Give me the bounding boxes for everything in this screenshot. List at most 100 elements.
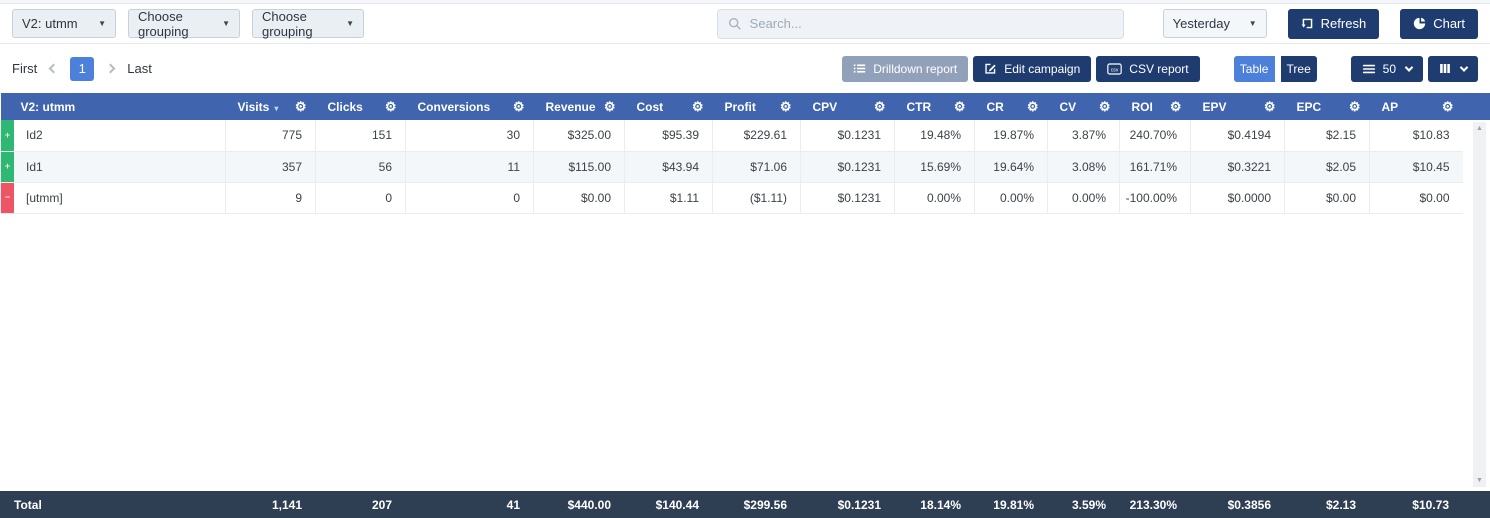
gear-icon[interactable]: ⚙ [691,99,704,114]
column-header-cr[interactable]: CR ⚙ [974,93,1048,120]
hamburger-icon [1362,62,1376,76]
total-cell-epc: $2.13 [1284,491,1369,518]
gear-icon[interactable]: ⚙ [294,99,307,114]
table-row[interactable]: − [utmm] 9 0 0 $0.00 $1.11 ($1.11) $0.1231 0.00% 0… [0,182,1490,214]
column-header-conversions[interactable]: Conversions ⚙ [405,93,534,120]
column-header-cpv[interactable]: CPV ⚙ [800,93,895,120]
table-row[interactable]: + Id1 357 56 11 $115.00 $43.94 $71.06 $0.1231 15.… [0,151,1490,183]
gear-icon[interactable]: ⚙ [512,99,525,114]
gear-icon[interactable]: ⚙ [1441,99,1454,114]
gear-icon[interactable]: ⚙ [1098,99,1111,114]
cell-profit: $71.06 [712,151,801,183]
column-header-visits[interactable]: Visits ▾ ⚙ [225,93,316,120]
total-cell-cr: 19.81% [974,491,1047,518]
row-name-cell[interactable]: + Id1 [0,151,226,183]
cell-cr: 19.64% [974,151,1048,183]
pagination-first[interactable]: First [12,61,38,76]
list-icon [853,62,866,75]
pagination-next-icon[interactable] [105,63,116,74]
gear-icon[interactable]: ⚙ [603,99,616,114]
chevron-down-icon: ▼ [98,19,106,28]
column-label: ROI [1131,99,1153,114]
total-cell-roi: 213.30% [1119,491,1190,518]
pagination-current-page[interactable]: 1 [70,56,95,81]
date-range-dropdown[interactable]: Yesterday ▼ [1162,9,1267,38]
cell-epv: $0.4194 [1190,120,1285,152]
refresh-button[interactable]: Refresh [1287,8,1380,39]
drilldown-report-button[interactable]: Drilldown report [842,55,969,82]
column-header-clicks[interactable]: Clicks ⚙ [315,93,406,120]
total-cell-cost: $140.44 [624,491,712,518]
column-label: CTR [906,99,932,114]
total-row: Total 1,141 207 41 $440.00 $140.44 $299.56 $0.1… [0,491,1490,518]
column-label: Clicks [327,99,363,114]
indicator-glyph: + [4,129,11,140]
tree-view-button[interactable]: Tree [1280,55,1317,82]
column-header-revenue[interactable]: Revenue ⚙ [533,93,625,120]
rows-per-page-value: 50 [1382,61,1396,76]
cell-roi: 240.70% [1119,120,1191,152]
columns-button[interactable] [1428,55,1478,82]
column-header-epv[interactable]: EPV ⚙ [1190,93,1285,120]
cell-revenue: $325.00 [533,120,625,152]
rows-per-page-button[interactable]: 50 [1350,55,1423,82]
pagination-prev-icon[interactable] [48,63,59,74]
vertical-scrollbar[interactable]: ▲ ▼ [1473,122,1486,487]
grouping-dropdown-2[interactable]: Choose grouping ▼ [252,8,364,39]
column-header-cv[interactable]: CV ⚙ [1047,93,1120,120]
gear-icon[interactable]: ⚙ [1169,99,1182,114]
grouping-dropdown-1[interactable]: Choose grouping ▼ [128,9,240,39]
table-row[interactable]: + Id2 775 151 30 $325.00 $95.39 $229.61 $0.1231 1… [0,120,1490,152]
edit-campaign-button[interactable]: Edit campaign [973,55,1092,82]
cell-ap: $10.45 [1369,151,1463,183]
column-header-epc[interactable]: EPC ⚙ [1284,93,1370,120]
column-header-ctr[interactable]: CTR ⚙ [894,93,975,120]
row-name-cell[interactable]: − [utmm] [0,182,226,214]
column-header-profit[interactable]: Profit ⚙ [712,93,801,120]
cell-profit: $229.61 [712,120,801,152]
total-cell-ap: $10.73 [1369,491,1462,518]
row-name-cell[interactable]: + Id2 [0,120,226,152]
column-header-ap[interactable]: AP ⚙ [1369,93,1463,120]
gear-icon[interactable]: ⚙ [873,99,886,114]
cell-cpv: $0.1231 [800,182,895,214]
gear-icon[interactable]: ⚙ [1348,99,1361,114]
gear-icon[interactable]: ⚙ [953,99,966,114]
cell-epv: $0.0000 [1190,182,1285,214]
total-cell-profit: $299.56 [712,491,800,518]
gear-icon[interactable]: ⚙ [1263,99,1276,114]
cell-epc: $0.00 [1284,182,1370,214]
column-label: CR [986,99,1004,114]
column-label: Visits [237,99,270,114]
cell-cost: $1.11 [624,182,713,214]
gear-icon[interactable]: ⚙ [384,99,397,114]
grouping-value: Choose grouping [262,8,313,39]
traffic-source-dropdown[interactable]: V2: utmm ▼ [12,9,116,38]
gear-icon[interactable]: ⚙ [1026,99,1039,114]
cell-clicks: 56 [315,151,406,183]
column-label: AP [1381,99,1399,114]
cell-conversions: 11 [405,151,534,183]
total-bar: Total 1,141 207 41 $440.00 $140.44 $299.56 $0.1… [0,491,1490,518]
row-name: Id1 [26,159,43,174]
cell-ap: $0.00 [1369,182,1463,214]
column-header-name[interactable]: V2: utmm [0,93,226,120]
csv-report-button[interactable]: csv CSV report [1096,55,1200,82]
cell-cr: 0.00% [974,182,1048,214]
search-input[interactable] [749,16,1113,31]
cell-cr: 19.87% [974,120,1048,152]
column-label: CPV [812,99,838,114]
scroll-down-icon[interactable]: ▼ [1476,477,1483,484]
chart-button[interactable]: Chart [1400,8,1478,39]
column-header-cost[interactable]: Cost ⚙ [624,93,713,120]
indicator-glyph: + [4,161,11,171]
table-view-button[interactable]: Table [1233,55,1275,82]
pagination-last[interactable]: Last [127,61,152,76]
cell-cost: $43.94 [624,151,713,183]
csv-report-label: CSV report [1129,61,1189,76]
scroll-up-icon[interactable]: ▲ [1476,125,1483,132]
column-header-roi[interactable]: ROI ⚙ [1119,93,1191,120]
gear-icon[interactable]: ⚙ [779,99,792,114]
cell-ctr: 19.48% [894,120,975,152]
